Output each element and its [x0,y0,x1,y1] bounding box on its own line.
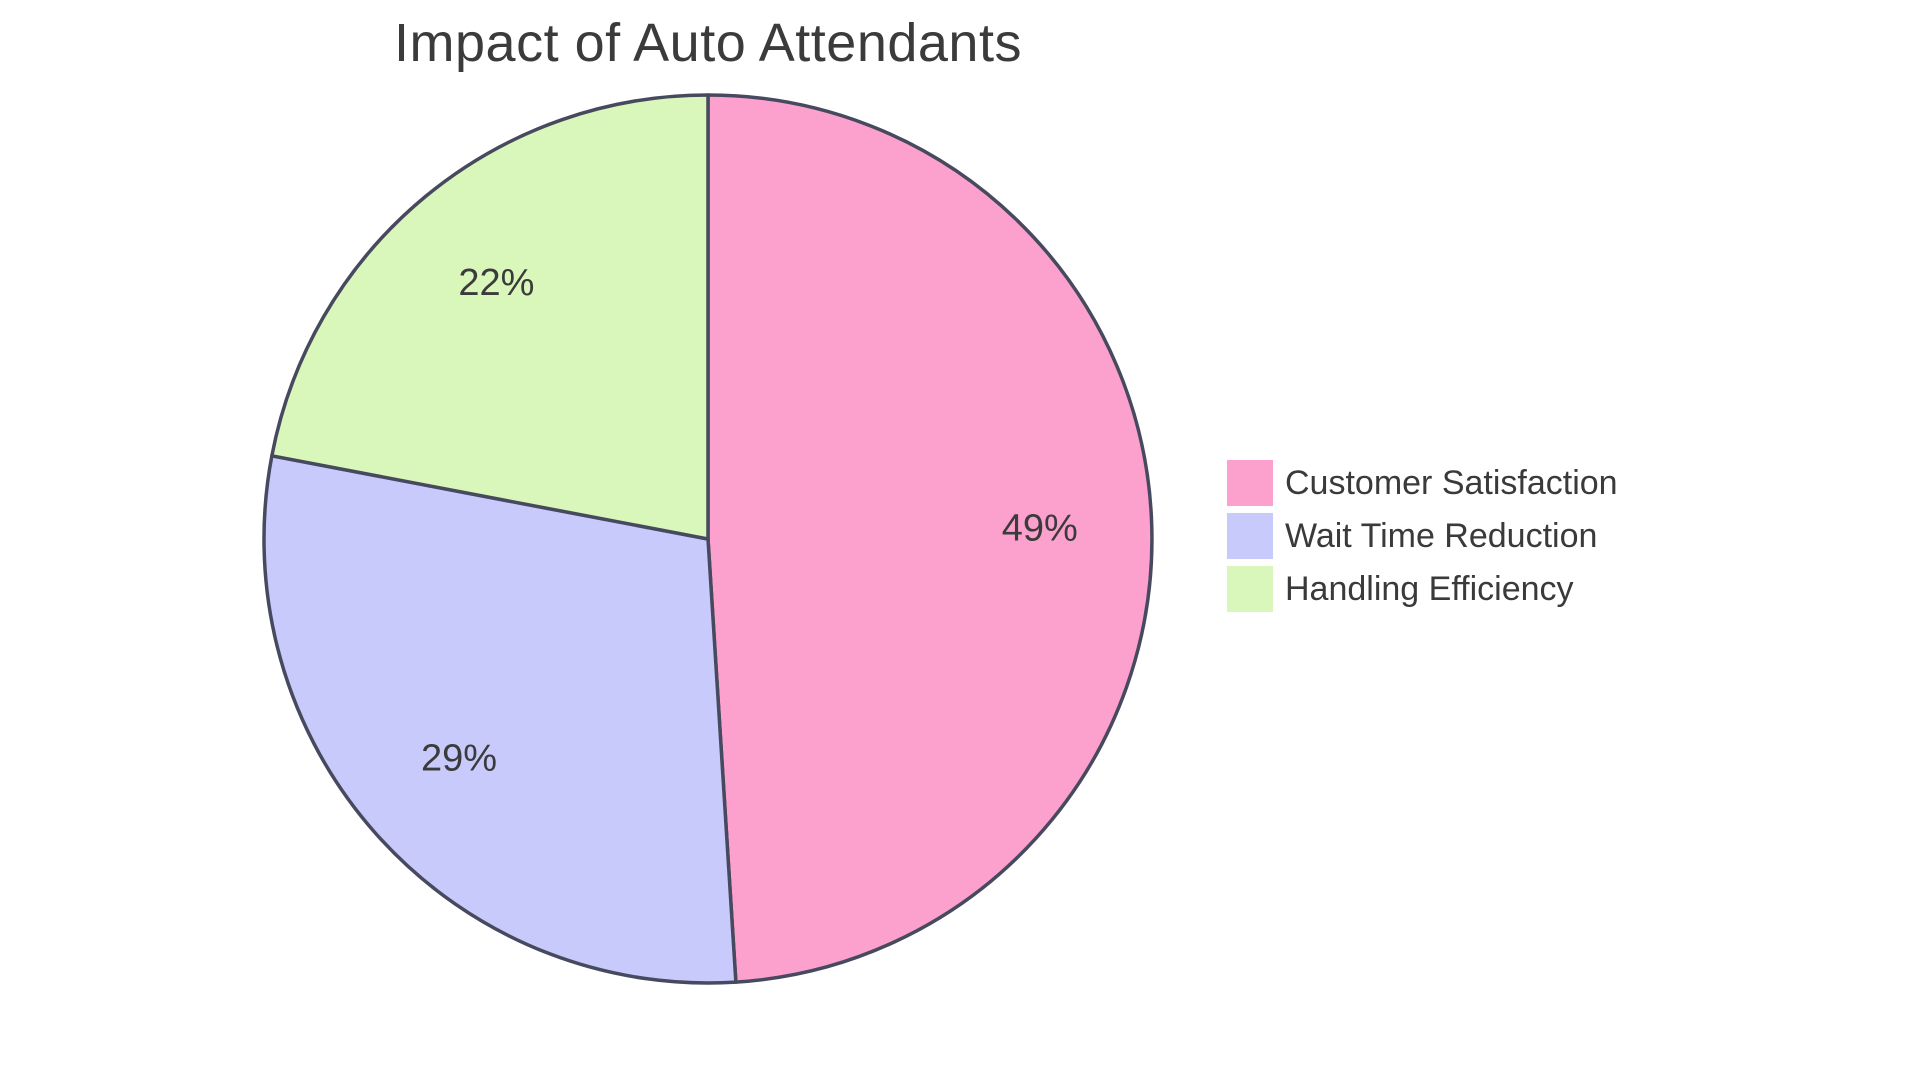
pie-slice-handling-efficiency [270,93,710,541]
legend-item-customer-satisfaction: Customer Satisfaction [1227,460,1618,506]
legend-label: Handling Efficiency [1285,569,1574,608]
legend-swatch-handling-efficiency [1227,566,1273,612]
legend: Customer Satisfaction Wait Time Reductio… [1227,460,1618,619]
legend-swatch-customer-satisfaction [1227,460,1273,506]
pie-slice-label-wait-time-reduction: 29% [421,738,497,780]
legend-item-wait-time-reduction: Wait Time Reduction [1227,513,1618,559]
legend-item-handling-efficiency: Handling Efficiency [1227,566,1618,612]
pie-slice-label-customer-satisfaction: 49% [1002,508,1078,550]
legend-label: Wait Time Reduction [1285,516,1598,555]
legend-label: Customer Satisfaction [1285,463,1618,502]
chart-title: Impact of Auto Attendants [394,13,1022,73]
pie-slice-customer-satisfaction [706,93,1154,984]
pie-slice-wait-time-reduction [262,454,738,985]
legend-swatch-wait-time-reduction [1227,513,1273,559]
pie-slice-label-handling-efficiency: 22% [458,262,534,304]
